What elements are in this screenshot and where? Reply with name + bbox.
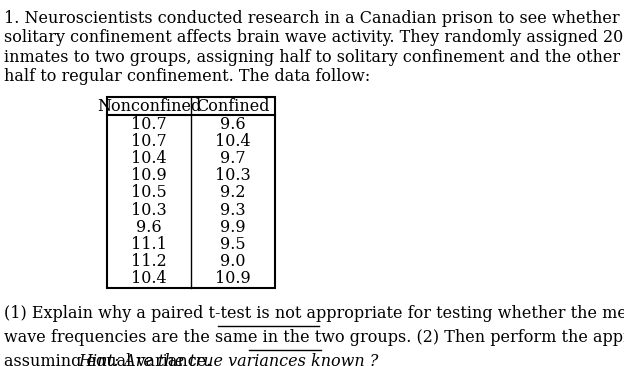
Text: 9.2: 9.2 <box>220 184 246 201</box>
Text: 9.3: 9.3 <box>220 202 246 219</box>
Text: 9.6: 9.6 <box>220 116 246 132</box>
Text: 9.0: 9.0 <box>220 253 246 270</box>
Text: 10.7: 10.7 <box>131 133 167 150</box>
Text: 10.5: 10.5 <box>131 184 167 201</box>
Text: wave frequencies are the same in the two groups. (2) Then perform the appropriat: wave frequencies are the same in the two… <box>4 329 624 346</box>
Text: wave frequencies are the same in the two groups: wave frequencies are the same in the two… <box>4 329 406 346</box>
Text: wave frequencies are the same in the: wave frequencies are the same in the <box>4 329 314 346</box>
Text: Confined: Confined <box>196 98 270 115</box>
Text: 10.3: 10.3 <box>131 202 167 219</box>
Text: 10.4: 10.4 <box>131 270 167 287</box>
Text: Hint: Are the true variances known ?: Hint: Are the true variances known ? <box>78 353 379 366</box>
Text: 10.3: 10.3 <box>215 167 251 184</box>
Text: 10.4: 10.4 <box>215 133 251 150</box>
Text: 9.7: 9.7 <box>220 150 246 167</box>
Text: (1) Explain why a paired t-test is not appropriate for testing whether the mean : (1) Explain why a paired t-test is not a… <box>4 305 624 322</box>
Text: 9.9: 9.9 <box>220 219 246 236</box>
Text: 1. Neuroscientists conducted research in a Canadian prison to see whether solita: 1. Neuroscientists conducted research in… <box>4 10 623 85</box>
Text: 9.5: 9.5 <box>220 236 246 253</box>
Text: 11.2: 11.2 <box>131 253 167 270</box>
Text: 10.4: 10.4 <box>131 150 167 167</box>
Text: 10.7: 10.7 <box>131 116 167 132</box>
Text: 9.6: 9.6 <box>136 219 162 236</box>
Text: 10.9: 10.9 <box>131 167 167 184</box>
Text: 11.1: 11.1 <box>131 236 167 253</box>
Text: Nonconfined: Nonconfined <box>97 98 201 115</box>
Text: (1) Explain why a paired t-test is: (1) Explain why a paired t-test is <box>0 365 1 366</box>
Text: assuming equal variance.: assuming equal variance. <box>4 353 217 366</box>
Text: 10.9: 10.9 <box>215 270 251 287</box>
Text: (1) Explain why a paired t-test is not appropriate: (1) Explain why a paired t-test is not a… <box>4 305 402 322</box>
Text: (1) Explain why a paired t-test is: (1) Explain why a paired t-test is <box>4 305 275 322</box>
